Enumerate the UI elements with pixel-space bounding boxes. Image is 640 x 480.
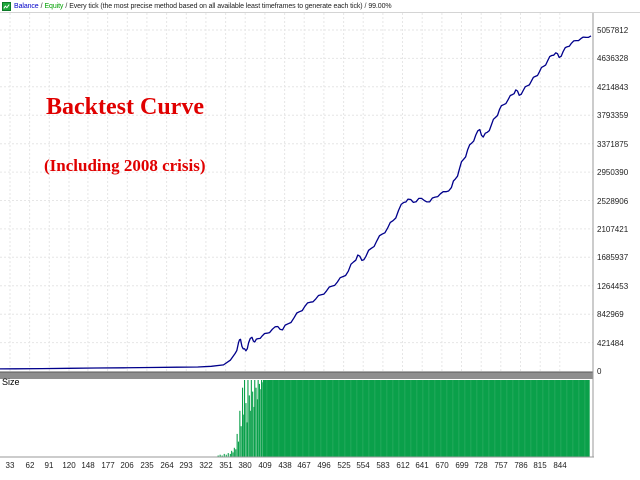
x-axis-label: 699 — [455, 461, 469, 470]
y-axis-label: 3793359 — [597, 111, 629, 120]
x-axis-label: 641 — [415, 461, 429, 470]
x-axis-label: 351 — [219, 461, 233, 470]
x-axis-label: 583 — [376, 461, 390, 470]
x-axis-label: 91 — [44, 461, 54, 470]
y-axis-label: 842969 — [597, 310, 624, 319]
legend-separator: / — [364, 2, 367, 10]
x-axis-label: 206 — [120, 461, 134, 470]
y-axis-label: 4636328 — [597, 54, 629, 63]
x-axis-label: 670 — [435, 461, 449, 470]
x-axis-label: 786 — [514, 461, 528, 470]
x-axis-label: 612 — [396, 461, 410, 470]
y-axis-label: 2950390 — [597, 168, 629, 177]
y-axis-label: 1264453 — [597, 282, 629, 291]
x-axis-label: 409 — [258, 461, 272, 470]
y-axis-label: 3371875 — [597, 140, 629, 149]
legend-text: Balance / Equity / Every tick (the most prec… — [14, 3, 392, 10]
x-axis-label: 728 — [474, 461, 488, 470]
x-axis-label: 467 — [297, 461, 311, 470]
x-axis-label: 438 — [278, 461, 292, 470]
x-axis-label: 496 — [317, 461, 331, 470]
y-axis-label: 2107421 — [597, 225, 629, 234]
y-axis-label: 2528906 — [597, 197, 629, 206]
x-axis-label: 33 — [5, 461, 15, 470]
x-axis-label: 62 — [25, 461, 35, 470]
model-method-label: Every tick (the most precise method base… — [69, 2, 363, 10]
y-axis-label: 4214843 — [597, 83, 629, 92]
modeling-quality-label: 99.00% — [368, 2, 392, 10]
legend-separator: / — [40, 2, 43, 10]
x-axis-label: 177 — [101, 461, 115, 470]
annotation-subtitle: (Including 2008 crisis) — [44, 156, 206, 175]
x-axis-label: 815 — [533, 461, 547, 470]
x-axis-label: 293 — [179, 461, 193, 470]
x-axis-label: 322 — [199, 461, 213, 470]
equity-label: Equity — [44, 2, 64, 10]
chart-icon — [2, 1, 11, 11]
x-axis-label: 380 — [238, 461, 252, 470]
size-panel-label: Size — [2, 377, 20, 387]
y-axis-label: 5057812 — [597, 26, 629, 35]
x-axis-label: 235 — [140, 461, 154, 470]
x-axis-label: 264 — [160, 461, 174, 470]
y-axis-label: 421484 — [597, 339, 624, 348]
y-axis-label: 0 — [597, 367, 602, 376]
x-axis-label: 120 — [62, 461, 76, 470]
x-axis-label: 525 — [337, 461, 351, 470]
graph-legend-bar: Balance / Equity / Every tick (the most prec… — [0, 0, 640, 13]
x-axis-label: 148 — [81, 461, 95, 470]
x-axis-label: 554 — [356, 461, 370, 470]
x-axis-label: 757 — [494, 461, 508, 470]
x-axis-label: 844 — [553, 461, 567, 470]
annotation-title: Backtest Curve — [46, 94, 204, 120]
y-axis-label: 1685937 — [597, 253, 629, 262]
balance-label: Balance — [14, 2, 39, 10]
legend-separator: / — [65, 2, 68, 10]
